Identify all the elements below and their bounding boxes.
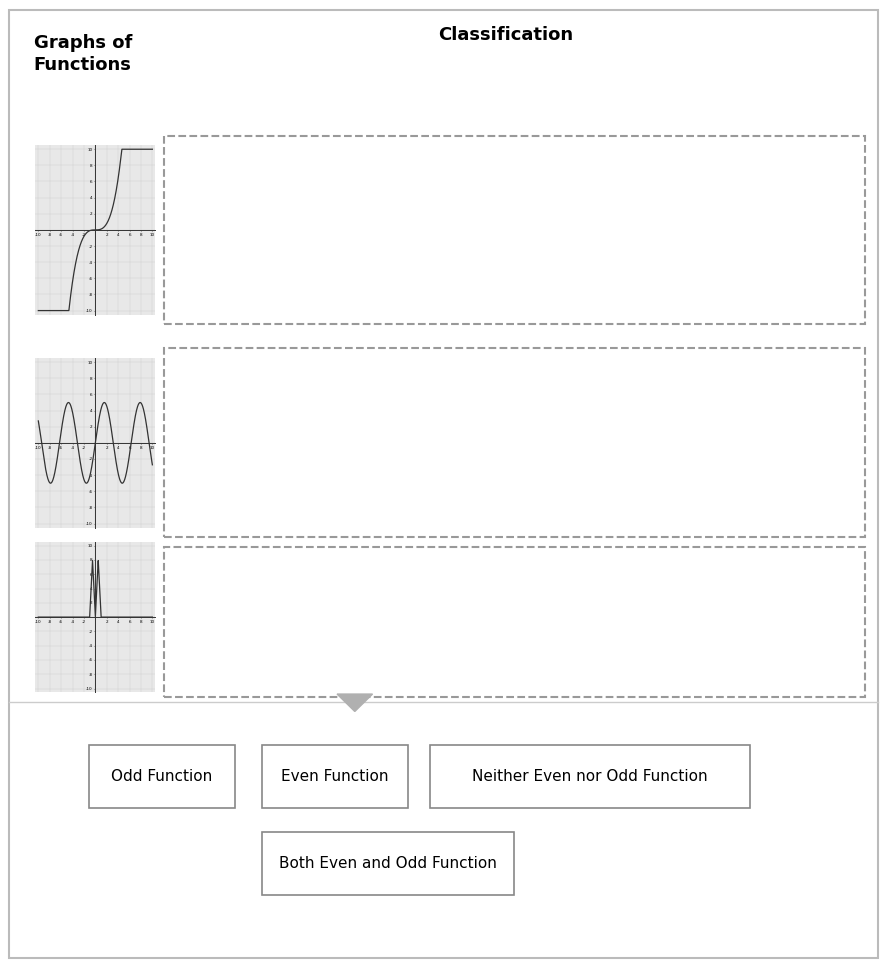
Text: Classification: Classification: [438, 26, 572, 45]
Text: Even Function: Even Function: [281, 770, 388, 784]
Text: Odd Function: Odd Function: [111, 770, 213, 784]
Text: Neither Even nor Odd Function: Neither Even nor Odd Function: [471, 770, 707, 784]
Text: Graphs of
Functions: Graphs of Functions: [34, 34, 132, 75]
Text: Both Even and Odd Function: Both Even and Odd Function: [279, 857, 496, 871]
